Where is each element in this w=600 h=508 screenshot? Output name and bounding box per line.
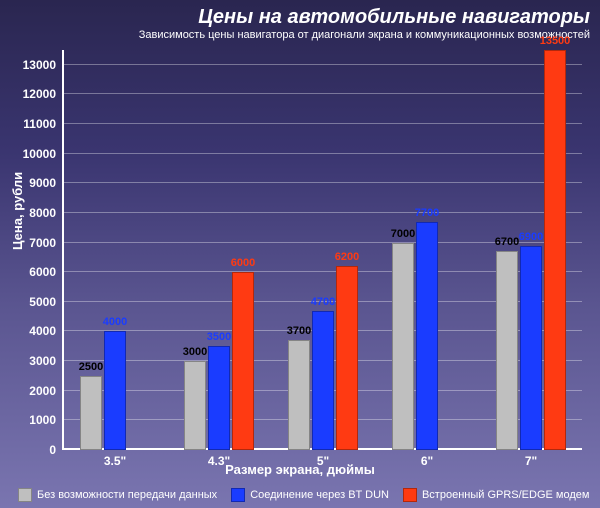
bar-value-label: 7700 (407, 207, 447, 219)
y-tick-label: 5000 (29, 295, 56, 309)
x-axis-label: Размер экрана, дюймы (0, 462, 600, 477)
bar-value-label: 6000 (223, 257, 263, 269)
bar-value-label: 13500 (535, 35, 575, 47)
legend-label: Соединение через BT DUN (250, 489, 389, 501)
bar-value-label: 6200 (327, 251, 367, 263)
bar: 3500 (208, 346, 230, 450)
y-axis-label: Цена, рубли (10, 172, 25, 250)
legend-item: Соединение через BT DUN (231, 488, 389, 502)
chart-title: Цены на автомобильные навигаторы (0, 0, 600, 29)
bar: 4000 (104, 331, 126, 450)
plot-area: 0100020003000400050006000700080009000100… (62, 50, 582, 450)
bar-group: 67006900135007" (496, 50, 566, 450)
y-tick-label: 10000 (23, 147, 56, 161)
bar: 7000 (392, 243, 414, 450)
y-tick-label: 3000 (29, 354, 56, 368)
y-tick-label: 6000 (29, 265, 56, 279)
bar: 6700 (496, 251, 518, 450)
y-tick-label: 11000 (23, 117, 56, 131)
legend-swatch (403, 488, 417, 502)
bar: 6200 (336, 266, 358, 450)
bar-group: 3000350060004.3" (184, 50, 254, 450)
legend-label: Встроенный GPRS/EDGE модем (422, 489, 589, 501)
legend-item: Встроенный GPRS/EDGE модем (403, 488, 589, 502)
y-tick-label: 1000 (29, 413, 56, 427)
bar: 13500 (544, 50, 566, 450)
bar: 6900 (520, 246, 542, 450)
y-tick-label: 12000 (23, 87, 56, 101)
bar: 3700 (288, 340, 310, 450)
y-tick-label: 7000 (29, 236, 56, 250)
y-tick-label: 2000 (29, 384, 56, 398)
bar-group: 250040003.5" (80, 50, 150, 450)
legend-label: Без возможности передачи данных (37, 489, 217, 501)
bar-value-label: 4000 (95, 316, 135, 328)
legend-item: Без возможности передачи данных (18, 488, 217, 502)
bar: 4700 (312, 311, 334, 450)
bar: 2500 (80, 376, 102, 450)
bar-group: 3700470062005" (288, 50, 358, 450)
bar: 3000 (184, 361, 206, 450)
bar-group: 700077006" (392, 50, 462, 450)
bar: 6000 (232, 272, 254, 450)
y-tick-label: 4000 (29, 324, 56, 338)
legend: Без возможности передачи данных Соединени… (18, 488, 589, 502)
legend-swatch (18, 488, 32, 502)
y-tick-label: 13000 (23, 58, 56, 72)
y-tick-label: 8000 (29, 206, 56, 220)
legend-swatch (231, 488, 245, 502)
y-tick-label: 0 (49, 443, 56, 457)
bar: 7700 (416, 222, 438, 450)
y-tick-label: 9000 (29, 176, 56, 190)
chart-subtitle: Зависимость цены навигатора от диагонали… (0, 29, 600, 45)
